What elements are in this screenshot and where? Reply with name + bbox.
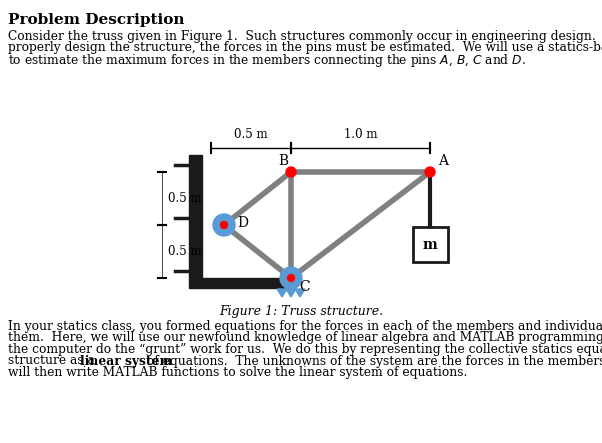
Polygon shape <box>295 289 305 297</box>
Bar <box>189 155 202 278</box>
Text: Consider the truss given in Figure 1.  Such structures commonly occur in enginee: Consider the truss given in Figure 1. Su… <box>8 30 602 43</box>
Text: to estimate the maximum forces in the members connecting the pins $A$, $B$, $C$ : to estimate the maximum forces in the me… <box>8 52 526 69</box>
Text: structure as a: structure as a <box>8 354 99 368</box>
Text: m: m <box>423 237 438 252</box>
Circle shape <box>280 267 302 289</box>
Text: A: A <box>438 154 448 168</box>
Text: 0.5 m: 0.5 m <box>168 192 202 205</box>
Text: properly design the structure, the forces in the pins must be estimated.  We wil: properly design the structure, the force… <box>8 41 602 54</box>
Circle shape <box>220 222 228 229</box>
Text: D: D <box>237 216 248 230</box>
Circle shape <box>425 167 435 177</box>
Text: linear system: linear system <box>80 354 173 368</box>
Text: In your statics class, you formed equations for the forces in each of the member: In your statics class, you formed equati… <box>8 320 602 333</box>
Text: them.  Here, we will use our newfound knowledge of linear algebra and MATLAB pro: them. Here, we will use our newfound kno… <box>8 331 602 345</box>
Polygon shape <box>286 289 296 297</box>
Text: B: B <box>278 154 288 168</box>
Text: Problem Description: Problem Description <box>8 13 184 27</box>
Text: 1.0 m: 1.0 m <box>344 128 377 141</box>
Text: of equations.  The unknowns of the system are the forces in the members.  We: of equations. The unknowns of the system… <box>143 354 602 368</box>
Polygon shape <box>277 289 287 297</box>
Circle shape <box>286 167 296 177</box>
Text: the computer do the “grunt” work for us.  We do this by representing the collect: the computer do the “grunt” work for us.… <box>8 343 602 356</box>
Text: 0.5 m: 0.5 m <box>234 128 268 141</box>
Circle shape <box>288 275 294 281</box>
Text: C: C <box>299 280 309 294</box>
Bar <box>412 227 447 262</box>
Text: 0.5 m: 0.5 m <box>168 245 202 258</box>
Text: will then write MATLAB functions to solve the linear system of equations.: will then write MATLAB functions to solv… <box>8 366 467 379</box>
Text: Figure 1: Truss structure.: Figure 1: Truss structure. <box>219 305 383 318</box>
Circle shape <box>213 214 235 236</box>
Bar <box>189 278 293 288</box>
